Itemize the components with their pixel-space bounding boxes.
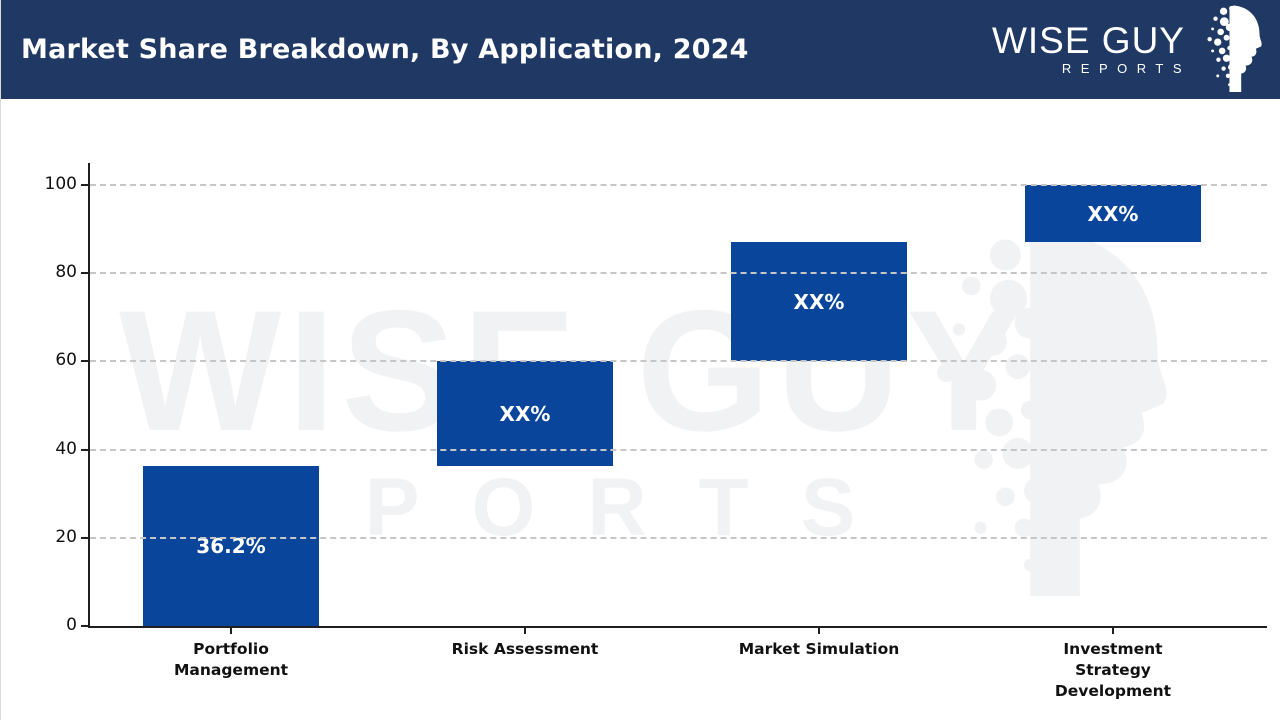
- gridline: [90, 360, 1267, 363]
- y-tick-mark: [81, 184, 88, 186]
- watermark-head-icon: [869, 224, 1179, 600]
- header: Market Share Breakdown, By Application, …: [1, 0, 1280, 99]
- bar: XX%: [1025, 185, 1201, 243]
- gridline: [90, 536, 1267, 539]
- logo-text: WISE GUY REPORTS: [991, 20, 1185, 76]
- x-tick-mark: [818, 628, 820, 634]
- category-label: Risk Assessment: [451, 640, 599, 658]
- y-tick-label: 80: [55, 262, 77, 283]
- wise-guy-logo: WISE GUY REPORTS: [992, 4, 1280, 96]
- dotted-head-logo-icon: [1189, 4, 1267, 96]
- y-tick-label: 20: [55, 526, 77, 547]
- gridline: [90, 448, 1267, 451]
- y-tick-label: 60: [55, 350, 77, 371]
- category-label: Market Simulation: [738, 640, 900, 658]
- bar: 36.2%: [143, 466, 319, 626]
- y-tick-mark: [81, 448, 88, 451]
- bar-value-label: XX%: [793, 289, 845, 314]
- gridline: [90, 272, 1267, 275]
- chart-area: WISE GUY REPORTS 36.2% XX% XX% XX% 0 20 40 60 80…: [1, 99, 1280, 720]
- logo-subtitle: REPORTS: [1061, 61, 1191, 76]
- x-axis: [88, 626, 1267, 628]
- bar-value-label: XX%: [499, 401, 551, 426]
- y-tick-mark: [81, 536, 88, 539]
- x-tick-mark: [524, 628, 526, 634]
- x-tick-mark: [230, 628, 232, 634]
- y-tick-label: 0: [66, 615, 77, 635]
- category-label: Portfolio Management: [173, 640, 289, 679]
- y-axis: [88, 163, 90, 628]
- y-tick-mark: [81, 625, 88, 627]
- y-tick-mark: [81, 360, 88, 363]
- bar: XX%: [437, 361, 613, 467]
- y-tick-mark: [81, 272, 88, 275]
- category-label: Investment Strategy Development: [1054, 640, 1172, 700]
- y-tick-label: 40: [55, 438, 77, 459]
- page-title: Market Share Breakdown, By Application, …: [21, 34, 749, 65]
- bar: XX%: [731, 242, 907, 362]
- bar-value-label: XX%: [1087, 201, 1139, 226]
- x-tick-mark: [1112, 628, 1114, 634]
- logo-wordmark: WISE GUY: [991, 20, 1185, 61]
- y-tick-label: 100: [44, 174, 77, 194]
- gridline: [90, 184, 1267, 186]
